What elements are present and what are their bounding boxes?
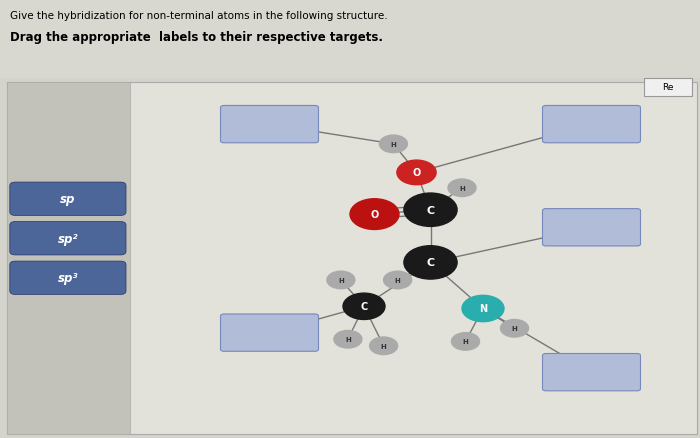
FancyBboxPatch shape (542, 209, 640, 246)
FancyBboxPatch shape (10, 183, 126, 216)
FancyBboxPatch shape (220, 106, 318, 143)
Circle shape (334, 331, 362, 348)
Circle shape (462, 296, 504, 322)
Text: Re: Re (662, 83, 673, 92)
Text: O: O (370, 210, 379, 219)
Text: sp²: sp² (57, 232, 78, 245)
Bar (7, 83, 130, 434)
Circle shape (343, 293, 385, 320)
Circle shape (397, 161, 436, 185)
FancyBboxPatch shape (220, 314, 318, 351)
Text: H: H (512, 325, 517, 332)
Circle shape (452, 333, 480, 350)
Text: H: H (463, 339, 468, 345)
Text: Drag the appropriate  labels to their respective targets.: Drag the appropriate labels to their res… (10, 31, 384, 44)
Circle shape (500, 320, 528, 337)
Text: H: H (395, 277, 400, 283)
Circle shape (448, 180, 476, 197)
Circle shape (379, 136, 407, 153)
FancyBboxPatch shape (10, 222, 126, 255)
Text: O: O (412, 168, 421, 178)
Text: H: H (381, 343, 386, 349)
Bar (0, 0, 700, 79)
Bar (7, 83, 696, 434)
Text: H: H (459, 185, 465, 191)
Text: N: N (479, 304, 487, 314)
FancyBboxPatch shape (10, 261, 126, 295)
Circle shape (327, 272, 355, 289)
Text: H: H (345, 336, 351, 343)
Text: sp: sp (60, 193, 76, 206)
Text: Give the hybridization for non-terminal atoms in the following structure.: Give the hybridization for non-terminal … (10, 11, 388, 21)
Circle shape (370, 337, 398, 355)
Circle shape (384, 272, 412, 289)
Circle shape (404, 194, 457, 227)
Text: H: H (391, 141, 396, 148)
Text: C: C (360, 302, 368, 311)
Text: H: H (338, 277, 344, 283)
Circle shape (404, 246, 457, 279)
Text: sp³: sp³ (57, 272, 78, 285)
Circle shape (350, 199, 399, 230)
Text: C: C (426, 205, 435, 215)
FancyBboxPatch shape (542, 354, 640, 391)
FancyBboxPatch shape (542, 106, 640, 143)
Text: C: C (426, 258, 435, 268)
FancyBboxPatch shape (644, 79, 692, 96)
